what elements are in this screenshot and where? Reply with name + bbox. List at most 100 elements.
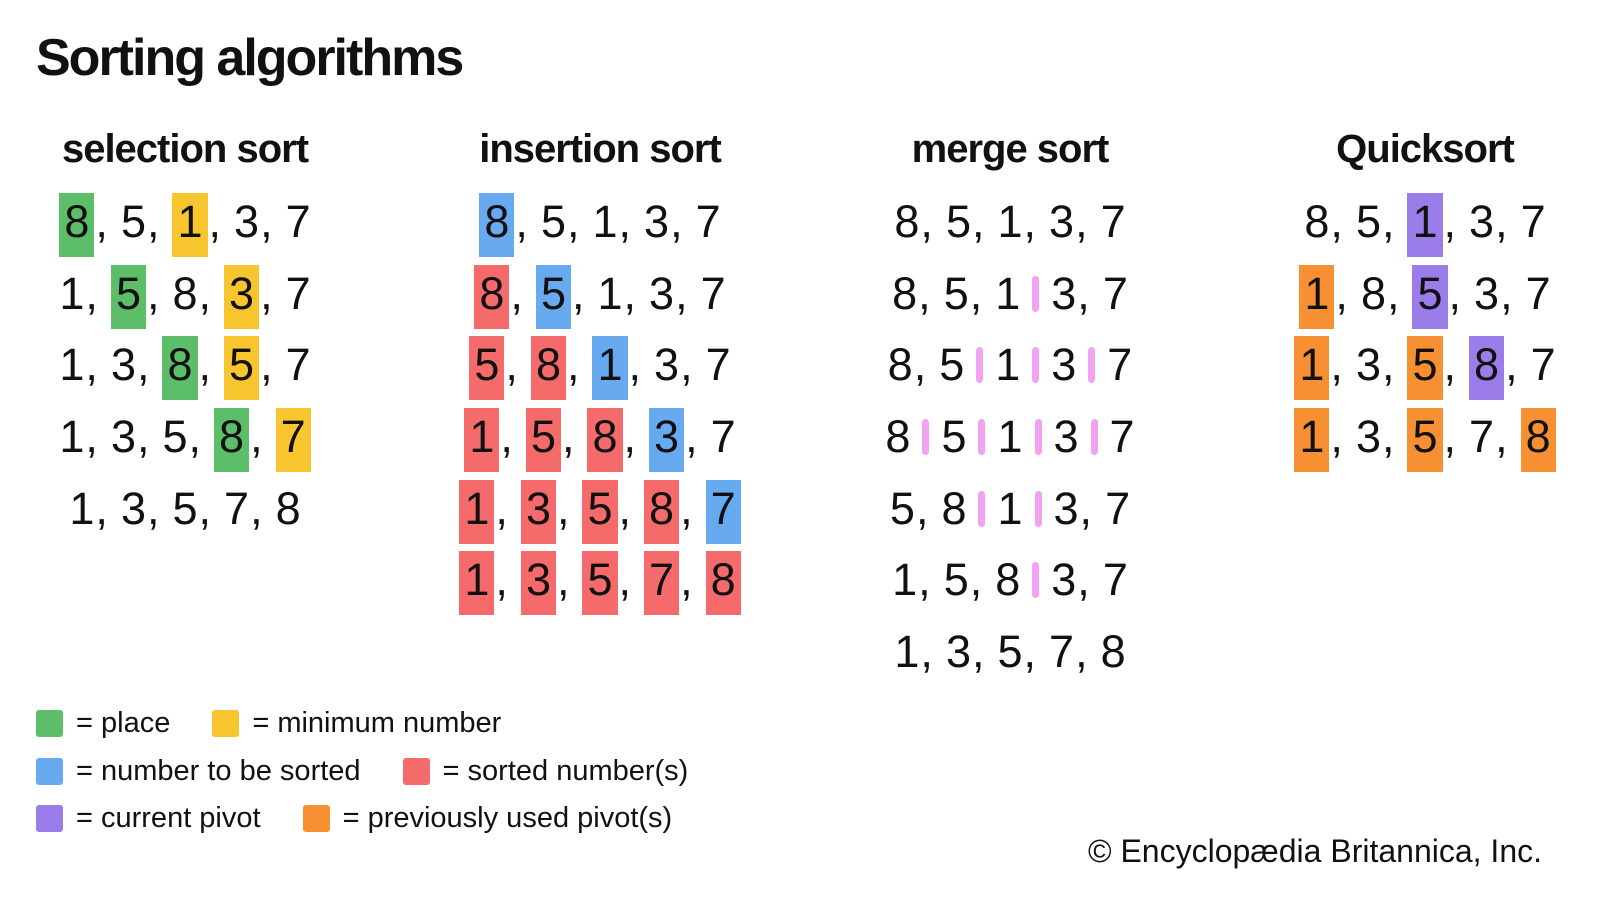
number: 5 bbox=[1355, 196, 1381, 247]
number-minimum: 3 bbox=[224, 264, 260, 329]
split-divider bbox=[1088, 347, 1096, 384]
comma: , bbox=[556, 554, 570, 606]
number-used-pivot: 8 bbox=[1520, 408, 1556, 473]
number: 7 bbox=[1102, 554, 1128, 606]
comma: , bbox=[260, 339, 273, 391]
comma: , bbox=[680, 554, 693, 606]
column-merge-sort: merge sort 8, 5, 1, 3, 7 8, 5, 1 3, 7 8, 5 1 3 7 8 5 1 3 7 5,… bbox=[850, 112, 1170, 688]
number: 3 bbox=[110, 411, 136, 463]
comma: , bbox=[969, 267, 983, 319]
number-sorted: 3 bbox=[520, 551, 556, 616]
number-sorted: 5 bbox=[525, 408, 561, 473]
number: 3 bbox=[649, 267, 675, 319]
comma: , bbox=[571, 267, 585, 319]
comma: , bbox=[1505, 339, 1518, 391]
number: 3 bbox=[110, 339, 136, 391]
comma: , bbox=[1023, 626, 1037, 678]
number: 5 bbox=[941, 411, 967, 463]
number: 8 bbox=[275, 482, 301, 534]
number: 7 bbox=[1520, 196, 1546, 247]
number-minimum: 5 bbox=[224, 336, 260, 401]
number: 5 bbox=[540, 196, 566, 247]
comma: , bbox=[505, 339, 518, 391]
legend-item-to-be-sorted: = number to be sorted bbox=[36, 755, 361, 788]
number-used-pivot: 1 bbox=[1299, 264, 1335, 329]
number-place: 5 bbox=[110, 264, 146, 329]
number-to-be-sorted: 3 bbox=[649, 408, 685, 473]
comma: , bbox=[136, 339, 150, 391]
comma: , bbox=[1077, 554, 1090, 606]
number: 5 bbox=[939, 339, 965, 391]
number-place: 8 bbox=[162, 336, 198, 401]
comma: , bbox=[198, 482, 212, 534]
comma: , bbox=[510, 267, 523, 319]
comma: , bbox=[918, 554, 931, 606]
comma: , bbox=[918, 267, 931, 319]
comma: , bbox=[1330, 411, 1343, 463]
comma: , bbox=[670, 196, 683, 247]
number: 7 bbox=[700, 267, 726, 319]
number-used-pivot: 1 bbox=[1294, 336, 1330, 401]
number: 7 bbox=[1100, 196, 1126, 247]
comma: , bbox=[618, 196, 632, 247]
number: 8 bbox=[894, 196, 920, 247]
comma: , bbox=[1330, 339, 1343, 391]
number: 7 bbox=[1105, 482, 1131, 534]
sorted-swatch bbox=[402, 757, 430, 785]
number-sorted: 8 bbox=[705, 551, 741, 616]
legend-label: = minimum number bbox=[252, 707, 502, 740]
number: 3 bbox=[1051, 554, 1077, 606]
number: 5 bbox=[997, 626, 1023, 678]
number-sorted: 1 bbox=[459, 551, 495, 616]
comma: , bbox=[1495, 196, 1508, 247]
comma: , bbox=[1495, 411, 1508, 463]
number: 7 bbox=[224, 482, 250, 534]
merge-sort-step-5: 5, 8 1 3, 7 bbox=[850, 473, 1170, 545]
number-minimum: 1 bbox=[172, 193, 208, 257]
comma: , bbox=[1381, 196, 1395, 247]
number: 8 bbox=[995, 554, 1021, 606]
number-sorted: 5 bbox=[582, 551, 618, 616]
selection-sort-step-3: 1, 3, 8, 5, 7 bbox=[20, 329, 350, 401]
merge-sort-step-3: 8, 5 1 3 7 bbox=[850, 329, 1170, 401]
comma: , bbox=[628, 339, 642, 391]
number-used-pivot: 5 bbox=[1407, 336, 1443, 401]
comma: , bbox=[623, 267, 637, 319]
number: 3 bbox=[654, 339, 680, 391]
split-divider bbox=[922, 419, 930, 456]
quicksort-step-2: 1, 8, 5, 3, 7 bbox=[1265, 258, 1585, 330]
comma: , bbox=[566, 196, 580, 247]
merge-sort-step-1: 8, 5, 1, 3, 7 bbox=[850, 186, 1170, 258]
comma: , bbox=[971, 196, 985, 247]
selection-sort-step-2: 1, 5, 8, 3, 7 bbox=[20, 258, 350, 330]
comma: , bbox=[1075, 196, 1088, 247]
legend-label: = number to be sorted bbox=[76, 754, 361, 787]
comma: , bbox=[1381, 339, 1395, 391]
minimum-swatch bbox=[212, 710, 240, 738]
number: 1 bbox=[995, 267, 1021, 319]
number: 8 bbox=[887, 339, 913, 391]
number: 3 bbox=[1049, 196, 1075, 247]
number: 1 bbox=[59, 267, 85, 319]
comma: , bbox=[675, 267, 688, 319]
comma: , bbox=[566, 339, 580, 391]
legend-label: = current pivot bbox=[76, 802, 261, 835]
number: 7 bbox=[1530, 339, 1556, 391]
comma: , bbox=[1075, 626, 1088, 678]
number: 3 bbox=[1053, 411, 1079, 463]
insertion-sort-step-2: 8, 5, 1, 3, 7 bbox=[440, 258, 760, 330]
comma: , bbox=[95, 196, 108, 247]
legend-item-minimum: = minimum number bbox=[212, 707, 501, 740]
number: 1 bbox=[59, 411, 85, 463]
number: 7 bbox=[710, 411, 736, 463]
number: 8 bbox=[892, 267, 918, 319]
comma: , bbox=[95, 482, 108, 534]
number-sorted: 5 bbox=[469, 336, 505, 401]
number: 5 bbox=[943, 554, 969, 606]
number-sorted: 8 bbox=[530, 336, 566, 401]
number: 3 bbox=[644, 196, 670, 247]
merge-sort-step-6: 1, 5, 8 3, 7 bbox=[850, 544, 1170, 616]
comma: , bbox=[915, 482, 929, 534]
comma: , bbox=[208, 196, 222, 247]
